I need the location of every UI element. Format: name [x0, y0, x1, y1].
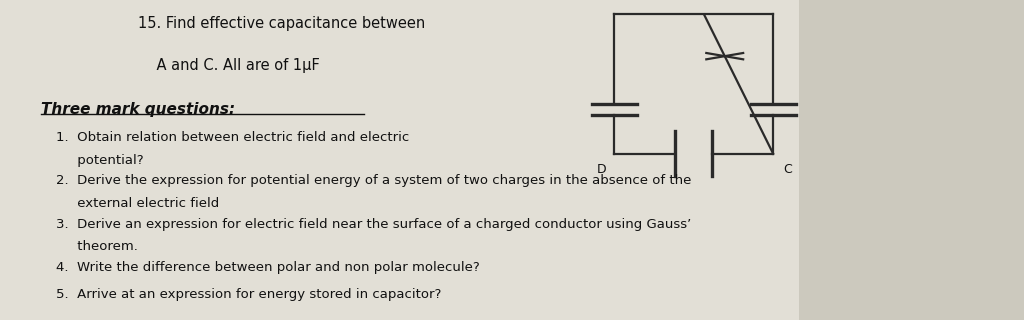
Text: external electric field: external electric field [56, 197, 219, 210]
FancyBboxPatch shape [0, 0, 799, 320]
Text: 2.  Derive the expression for potential energy of a system of two charges in the: 2. Derive the expression for potential e… [56, 174, 691, 188]
Text: C: C [783, 163, 793, 176]
Text: 1.  Obtain relation between electric field and electric: 1. Obtain relation between electric fiel… [56, 131, 410, 144]
Text: 4.  Write the difference between polar and non polar molecule?: 4. Write the difference between polar an… [56, 261, 480, 275]
Text: D: D [597, 163, 606, 176]
Text: theorem.: theorem. [56, 240, 138, 253]
Text: potential?: potential? [56, 154, 144, 167]
Text: 3.  Derive an expression for electric field near the surface of a charged conduc: 3. Derive an expression for electric fie… [56, 218, 691, 231]
Text: 15. Find effective capacitance between: 15. Find effective capacitance between [138, 16, 426, 31]
Text: A and C. All are of 1μF: A and C. All are of 1μF [138, 58, 319, 73]
Text: 5.  Arrive at an expression for energy stored in capacitor?: 5. Arrive at an expression for energy st… [56, 288, 441, 301]
Text: Three mark questions:: Three mark questions: [41, 102, 236, 117]
